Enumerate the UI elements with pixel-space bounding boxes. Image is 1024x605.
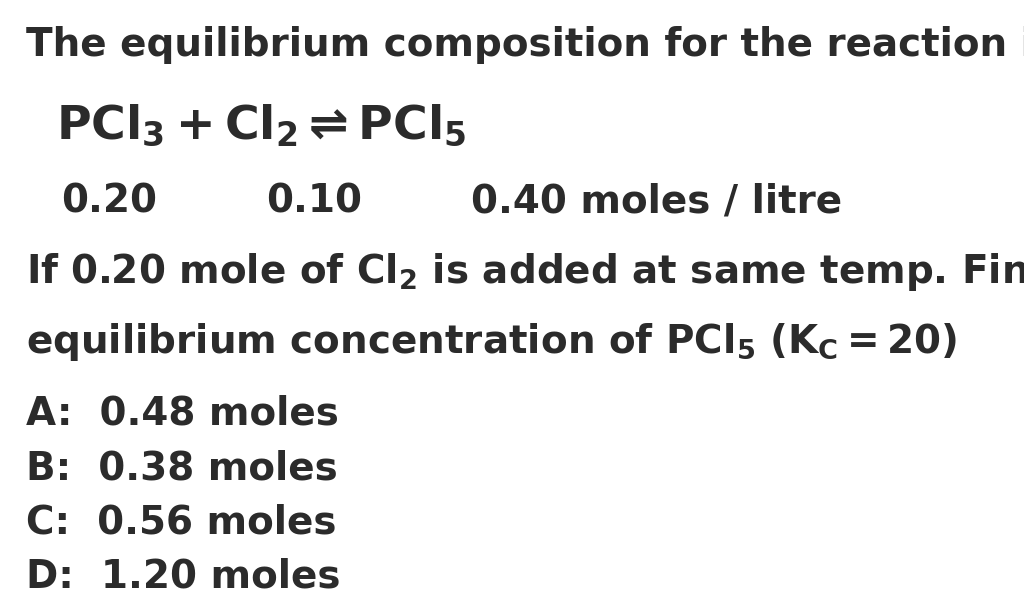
Text: $\mathbf{PCl_3 + Cl_2 \rightleftharpoons PCl_5}$: $\mathbf{PCl_3 + Cl_2 \rightleftharpoons… [56,102,467,148]
Text: D:  1.20 moles: D: 1.20 moles [26,558,340,596]
Text: C:  0.56 moles: C: 0.56 moles [26,503,336,541]
Text: The equilibrium composition for the reaction is -: The equilibrium composition for the reac… [26,25,1024,64]
Text: A:  0.48 moles: A: 0.48 moles [26,394,339,433]
Text: If 0.20 mole of $\mathbf{Cl_2}$ is added at same temp. Find: If 0.20 mole of $\mathbf{Cl_2}$ is added… [26,252,1024,293]
Text: equilibrium concentration of $\mathbf{PCl_5}$ $\mathbf{( K_C = 20)}$: equilibrium concentration of $\mathbf{PC… [26,321,956,363]
Text: 0.40 moles / litre: 0.40 moles / litre [471,183,842,221]
Text: B:  0.38 moles: B: 0.38 moles [26,449,337,487]
Text: 0.20: 0.20 [61,183,158,221]
Text: 0.10: 0.10 [266,183,362,221]
